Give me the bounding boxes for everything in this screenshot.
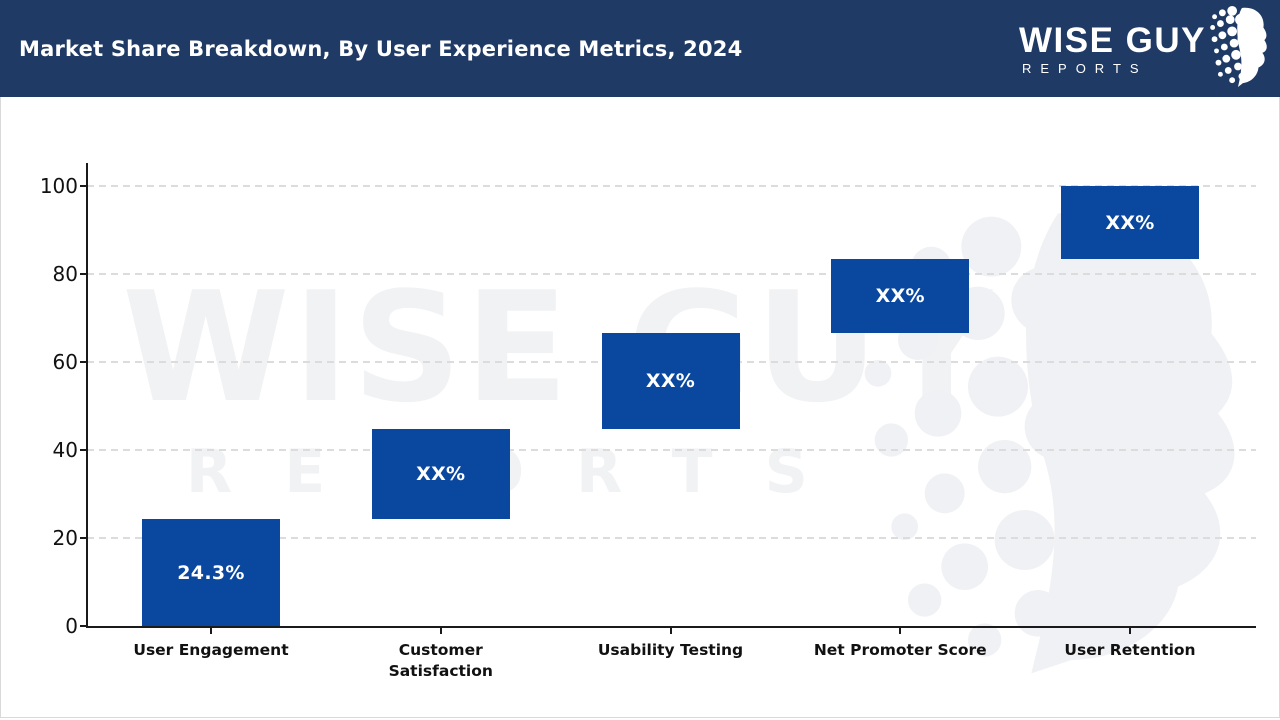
y-axis-tick-label: 60: [52, 350, 78, 374]
gridline: [87, 449, 1256, 451]
x-axis-tick-mark: [439, 628, 442, 634]
x-axis-tick-mark: [210, 628, 212, 634]
bar-value-label: XX%: [416, 462, 466, 485]
y-axis-tick-mark: [80, 273, 87, 275]
x-axis-tick-mark: [669, 628, 672, 634]
x-category-label: User Retention: [1064, 641, 1196, 659]
y-axis-tick-mark: [80, 361, 87, 363]
bar-customer-satisfaction: XX%: [371, 428, 510, 520]
y-axis-tick-label: 40: [52, 438, 78, 462]
y-axis-tick-label: 80: [52, 262, 78, 286]
y-axis-line: [86, 163, 88, 628]
x-category-label: Net Promoter Score: [813, 641, 987, 659]
bar-usability-testing: XX%: [601, 332, 740, 429]
bar-value-label: 24.3%: [177, 561, 245, 584]
header: Market Share Breakdown, By User Experien…: [0, 0, 1280, 97]
x-category-label: User Engagement: [133, 641, 289, 659]
gridline: [87, 273, 1256, 275]
bar-value-label: XX%: [1105, 211, 1155, 234]
x-category-label: Customer Satisfaction: [388, 641, 493, 680]
bar-value-label: XX%: [645, 369, 696, 392]
y-axis-tick-label: 100: [39, 174, 78, 198]
brand-logo: WISE GUY REPORTS: [1019, 6, 1268, 92]
x-axis-tick-mark: [899, 628, 902, 634]
dotted-head-profile-icon: [1208, 6, 1268, 92]
x-axis-line: [86, 626, 1256, 628]
y-axis-tick-label: 0: [65, 614, 78, 638]
bar-user-retention: XX%: [1061, 186, 1199, 260]
x-axis-tick-mark: [1129, 628, 1131, 634]
y-axis-tick-mark: [80, 625, 87, 627]
chart-title: Market Share Breakdown, By User Experien…: [19, 36, 743, 61]
gridline: [87, 185, 1256, 187]
brand-text: WISE GUY REPORTS: [1019, 23, 1206, 75]
bar-user-engagement: 24.3%: [142, 519, 280, 626]
y-axis-tick-mark: [80, 185, 87, 187]
brand-subtitle: REPORTS: [1021, 61, 1148, 76]
bar-net-promoter-score: XX%: [831, 259, 970, 333]
y-axis-tick-label: 20: [52, 526, 78, 550]
x-category-label: Usability Testing: [597, 641, 744, 659]
brand-name: WISE GUY: [1018, 21, 1206, 60]
bar-value-label: XX%: [875, 284, 925, 307]
y-axis-tick-mark: [80, 449, 87, 451]
y-axis-tick-mark: [80, 537, 87, 539]
gridline: [87, 537, 1256, 539]
